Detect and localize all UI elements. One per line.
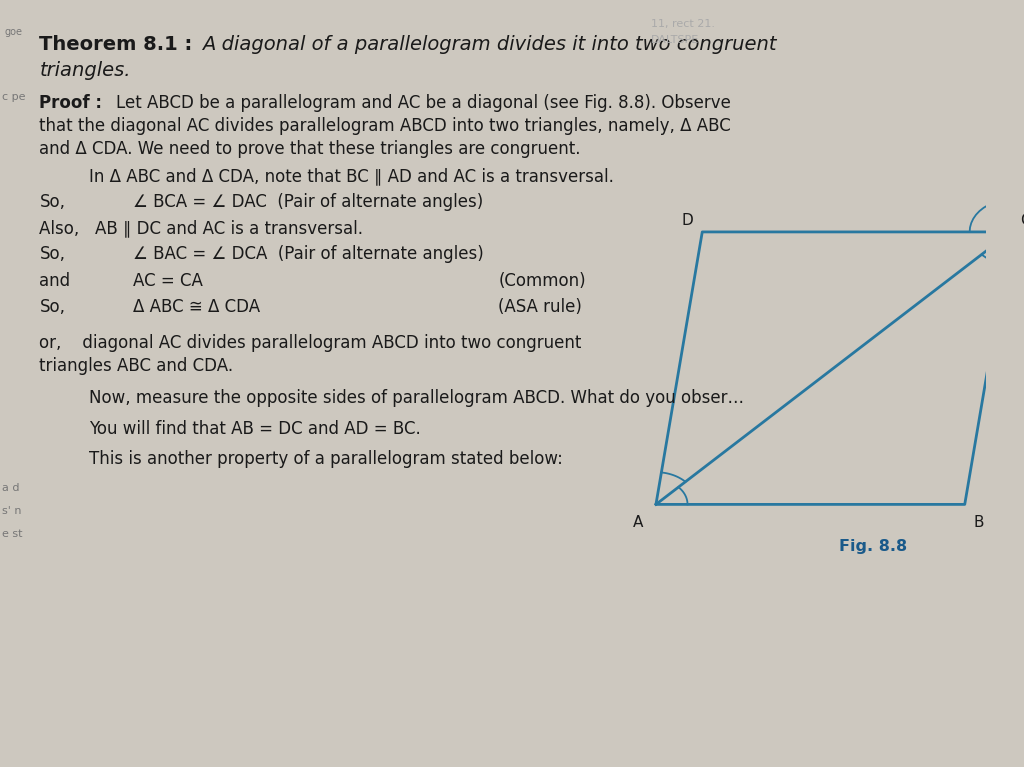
Text: ∠ BCA = ∠ DAC  (Pair of alternate angles): ∠ BCA = ∠ DAC (Pair of alternate angles) <box>133 193 483 211</box>
Text: or,    diagonal AC divides parallelogram ABCD into two congruent: or, diagonal AC divides parallelogram AB… <box>40 334 582 351</box>
Text: In Δ ABC and Δ CDA, note that BC ∥ AD and AC is a transversal.: In Δ ABC and Δ CDA, note that BC ∥ AD an… <box>89 167 613 185</box>
Text: So,: So, <box>40 193 66 211</box>
Text: C: C <box>1020 212 1024 228</box>
Text: Let ABCD be a parallelogram and AC be a diagonal (see Fig. 8.8). Observe: Let ABCD be a parallelogram and AC be a … <box>117 94 731 111</box>
Text: Δ ABC ≅ Δ CDA: Δ ABC ≅ Δ CDA <box>133 298 260 315</box>
Text: triangles.: triangles. <box>40 61 131 81</box>
Text: Theorem 8.1 :: Theorem 8.1 : <box>40 35 200 54</box>
Text: AC = CA: AC = CA <box>133 272 203 289</box>
Text: You will find that AB = DC and AD = BC.: You will find that AB = DC and AD = BC. <box>89 420 421 437</box>
Text: goe: goe <box>5 27 23 37</box>
Text: triangles ABC and CDA.: triangles ABC and CDA. <box>40 357 233 374</box>
Text: a d: a d <box>2 483 19 493</box>
Text: that the diagonal AC divides parallelogram ABCD into two triangles, namely, Δ AB: that the diagonal AC divides parallelogr… <box>40 117 731 134</box>
Text: e st: e st <box>2 529 23 539</box>
Text: This is another property of a parallelogram stated below:: This is another property of a parallelog… <box>89 450 562 468</box>
Text: So,: So, <box>40 298 66 315</box>
Text: So,: So, <box>40 245 66 263</box>
Text: c pe: c pe <box>2 92 26 102</box>
Text: Fig. 8.8: Fig. 8.8 <box>839 539 907 554</box>
Text: D: D <box>682 212 693 228</box>
Text: 11, rect 21.: 11, rect 21. <box>651 19 715 29</box>
Text: B: B <box>974 515 984 531</box>
Text: DALTSPE: DALTSPE <box>651 35 699 44</box>
Text: s' n: s' n <box>2 506 22 516</box>
Text: ∠ BAC = ∠ DCA  (Pair of alternate angles): ∠ BAC = ∠ DCA (Pair of alternate angles) <box>133 245 484 263</box>
Text: A: A <box>633 515 643 531</box>
Text: and: and <box>40 272 71 289</box>
Text: (ASA rule): (ASA rule) <box>498 298 582 315</box>
Text: Now, measure the opposite sides of parallelogram ABCD. What do you obser…: Now, measure the opposite sides of paral… <box>89 389 743 407</box>
Text: (Common): (Common) <box>498 272 586 289</box>
Text: and Δ CDA. We need to prove that these triangles are congruent.: and Δ CDA. We need to prove that these t… <box>40 140 581 157</box>
Text: A diagonal of a parallelogram divides it into two congruent: A diagonal of a parallelogram divides it… <box>202 35 777 54</box>
Text: Also,   AB ∥ DC and AC is a transversal.: Also, AB ∥ DC and AC is a transversal. <box>40 219 364 237</box>
Text: Proof :: Proof : <box>40 94 109 111</box>
